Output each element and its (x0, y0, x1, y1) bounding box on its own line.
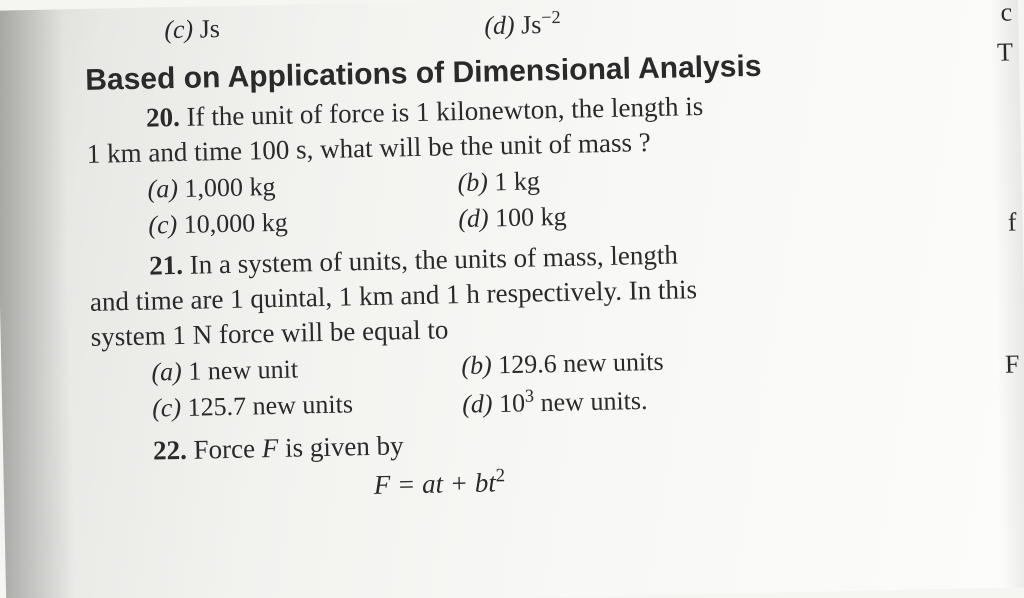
option-label: (c) (148, 210, 177, 240)
option-text: Js (199, 14, 220, 43)
option-c: (c) Js (164, 9, 485, 48)
option-text: 1,000 kg (184, 172, 276, 203)
option-text: 10,000 kg (183, 207, 288, 238)
q20-option-b: (b) 1 kg (457, 161, 768, 197)
option-text: 1 kg (494, 166, 540, 196)
q21-option-b: (b) 129.6 new units (461, 344, 772, 380)
edge-letter: c (1000, 0, 1012, 28)
option-text-pre: 10 (499, 388, 526, 418)
page-gutter-shadow (0, 9, 76, 598)
q21-option-a: (a) 1 new unit (151, 351, 462, 387)
textbook-page: c T f F (c) Js (d) Js−2 Based on Applica… (0, 0, 1024, 598)
edge-letter: T (997, 37, 1014, 67)
formula-exp: 2 (495, 465, 505, 486)
option-text: 125.7 new units (187, 389, 353, 421)
option-exp: −2 (541, 7, 561, 27)
q20-option-d: (d) 100 kg (458, 197, 769, 233)
option-label: (d) (458, 203, 489, 233)
page-right-edge (990, 0, 1024, 588)
option-label: (d) (462, 389, 493, 419)
option-label: (a) (151, 357, 182, 387)
option-text: 1 new unit (188, 354, 298, 385)
question-number: 20. (146, 102, 180, 133)
option-label: (b) (461, 350, 492, 380)
question-text: In a system of units, the units of mass,… (183, 239, 678, 279)
option-label: (d) (484, 11, 515, 41)
option-text: 100 kg (495, 201, 567, 231)
edge-letter: f (1008, 207, 1017, 237)
q21-option-c: (c) 125.7 new units (152, 387, 463, 426)
option-text: 129.6 new units (498, 346, 664, 378)
question-number: 22. (153, 435, 187, 466)
question-text: If the unit of force is 1 kilonewton, th… (180, 91, 704, 132)
option-text-post: new units. (534, 386, 648, 417)
question-number: 21. (149, 250, 183, 281)
question-text: Force (187, 434, 263, 466)
edge-letter: F (1005, 349, 1020, 379)
prev-question-options: (c) Js (d) Js−2 (164, 0, 979, 48)
option-exp: 3 (525, 385, 535, 405)
formula-text: F = at + bt (374, 468, 497, 501)
option-label: (b) (457, 167, 488, 197)
option-label: (c) (164, 15, 193, 45)
question-text: is given by (278, 431, 404, 464)
option-label: (a) (147, 174, 178, 204)
option-d: (d) Js−2 (484, 7, 561, 41)
q20-option-c: (c) 10,000 kg (148, 204, 459, 240)
variable-f: F (261, 433, 278, 463)
q20-option-a: (a) 1,000 kg (147, 168, 458, 204)
q21-option-d: (d) 103 new units. (462, 380, 773, 419)
option-text: Js (521, 10, 542, 39)
q22-formula: F = at + bt2 (374, 455, 989, 501)
option-label: (c) (152, 393, 181, 423)
